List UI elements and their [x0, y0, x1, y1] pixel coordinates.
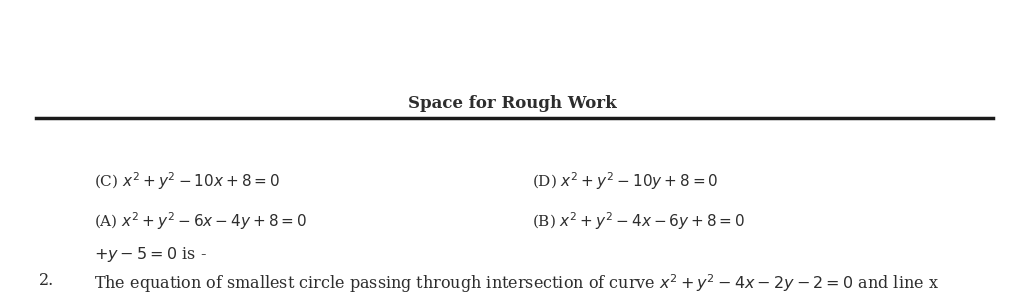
- Text: $+y-5=0$ is -: $+y-5=0$ is -: [94, 245, 207, 264]
- Text: Space for Rough Work: Space for Rough Work: [408, 95, 616, 112]
- Text: (C) $x^2+y^2-10x+8=0$: (C) $x^2+y^2-10x+8=0$: [94, 170, 281, 192]
- Text: 2.: 2.: [39, 272, 54, 289]
- Text: (B) $x^2+y^2-4x-6y+8=0$: (B) $x^2+y^2-4x-6y+8=0$: [532, 210, 745, 232]
- Text: The equation of smallest circle passing through intersection of curve $x^2+y^2-4: The equation of smallest circle passing …: [94, 272, 939, 295]
- Text: (D) $x^2+y^2-10y+8=0$: (D) $x^2+y^2-10y+8=0$: [532, 170, 719, 192]
- Text: (A) $x^2+y^2-6x-4y+8=0$: (A) $x^2+y^2-6x-4y+8=0$: [94, 210, 307, 232]
